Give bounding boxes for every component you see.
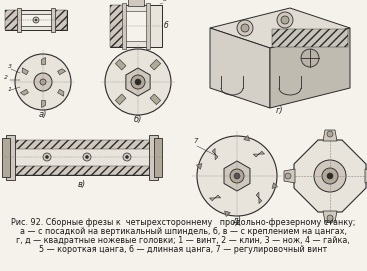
- Polygon shape: [41, 100, 45, 107]
- Circle shape: [33, 17, 39, 23]
- Bar: [6, 135, 15, 180]
- Circle shape: [301, 49, 319, 67]
- Polygon shape: [212, 149, 218, 160]
- Circle shape: [314, 160, 346, 192]
- Polygon shape: [323, 211, 337, 222]
- Bar: [146, 3, 150, 49]
- Circle shape: [327, 215, 333, 221]
- Circle shape: [285, 173, 291, 179]
- Text: г, д — квадратные ножевые головки; 1 — винт, 2 — клин, 3 — нож, 4 — гайка,: г, д — квадратные ножевые головки; 1 — в…: [16, 236, 350, 245]
- Bar: [154, 138, 162, 177]
- Polygon shape: [41, 57, 45, 64]
- Text: б: б: [164, 21, 169, 31]
- Polygon shape: [115, 59, 126, 70]
- Circle shape: [46, 156, 48, 159]
- Text: 5 — короткая цанга, 6 — длинная цанга, 7 — регулировочный винт: 5 — короткая цанга, 6 — длинная цанга, 7…: [39, 245, 327, 254]
- Circle shape: [197, 136, 277, 216]
- Text: 7: 7: [193, 138, 197, 144]
- Bar: [122, 3, 126, 49]
- Bar: [2, 138, 10, 177]
- Circle shape: [131, 75, 145, 89]
- Circle shape: [35, 19, 37, 21]
- Bar: [149, 135, 158, 180]
- Polygon shape: [270, 28, 350, 108]
- Circle shape: [34, 73, 52, 91]
- Text: в): в): [78, 180, 86, 189]
- Bar: [12, 166, 152, 175]
- Bar: [17, 8, 21, 32]
- Bar: [53, 10, 67, 30]
- Polygon shape: [244, 136, 250, 141]
- Text: д): д): [233, 216, 241, 225]
- Text: 1: 1: [8, 87, 12, 92]
- Polygon shape: [150, 94, 161, 105]
- Polygon shape: [20, 89, 28, 95]
- Text: 3: 3: [8, 64, 12, 69]
- Circle shape: [83, 153, 91, 161]
- Circle shape: [234, 173, 240, 179]
- Polygon shape: [58, 89, 64, 96]
- Bar: [51, 8, 55, 32]
- Polygon shape: [210, 195, 221, 201]
- Bar: [5, 10, 19, 30]
- Circle shape: [322, 168, 338, 184]
- Polygon shape: [253, 151, 265, 157]
- Circle shape: [241, 24, 249, 32]
- Polygon shape: [284, 169, 295, 183]
- Bar: [12, 140, 152, 175]
- Circle shape: [123, 153, 131, 161]
- Bar: [272, 29, 348, 47]
- Circle shape: [327, 131, 333, 137]
- Circle shape: [230, 169, 244, 183]
- Circle shape: [86, 156, 88, 159]
- Circle shape: [15, 54, 71, 110]
- Circle shape: [40, 79, 46, 85]
- Circle shape: [126, 156, 128, 159]
- Bar: [124, 11, 148, 41]
- Bar: [128, 0, 144, 6]
- Polygon shape: [210, 28, 270, 108]
- Circle shape: [105, 49, 171, 115]
- Polygon shape: [256, 192, 262, 204]
- Bar: [110, 5, 162, 47]
- Text: 8: 8: [163, 0, 167, 2]
- Polygon shape: [150, 59, 161, 70]
- Text: а): а): [39, 110, 47, 119]
- Circle shape: [281, 16, 289, 24]
- Polygon shape: [365, 169, 367, 183]
- Polygon shape: [115, 94, 126, 105]
- Circle shape: [43, 153, 51, 161]
- Bar: [110, 5, 124, 47]
- Bar: [5, 10, 67, 30]
- Text: д): д): [326, 216, 334, 225]
- Circle shape: [237, 20, 253, 36]
- Polygon shape: [294, 140, 366, 212]
- Text: Рис. 92. Сборные фрезы к  четырехстороннему   продольно-фрезерному станку;: Рис. 92. Сборные фрезы к четырехсторонне…: [11, 218, 355, 227]
- Circle shape: [327, 173, 333, 179]
- Text: 2: 2: [4, 75, 8, 80]
- Text: а — с посадкой на вертикальный шпиндель, б, в — с креплением на цангах,: а — с посадкой на вертикальный шпиндель,…: [19, 227, 346, 236]
- Bar: [12, 140, 152, 149]
- Circle shape: [277, 12, 293, 28]
- Polygon shape: [210, 8, 350, 48]
- Polygon shape: [224, 161, 250, 191]
- Polygon shape: [225, 211, 230, 217]
- Polygon shape: [22, 68, 28, 75]
- Polygon shape: [196, 163, 202, 169]
- Polygon shape: [58, 69, 66, 75]
- Bar: [19, 14, 53, 26]
- Text: б): б): [134, 115, 142, 124]
- Circle shape: [135, 79, 141, 85]
- Text: г): г): [276, 106, 284, 115]
- Polygon shape: [323, 130, 337, 141]
- Polygon shape: [126, 68, 150, 96]
- Polygon shape: [272, 183, 277, 188]
